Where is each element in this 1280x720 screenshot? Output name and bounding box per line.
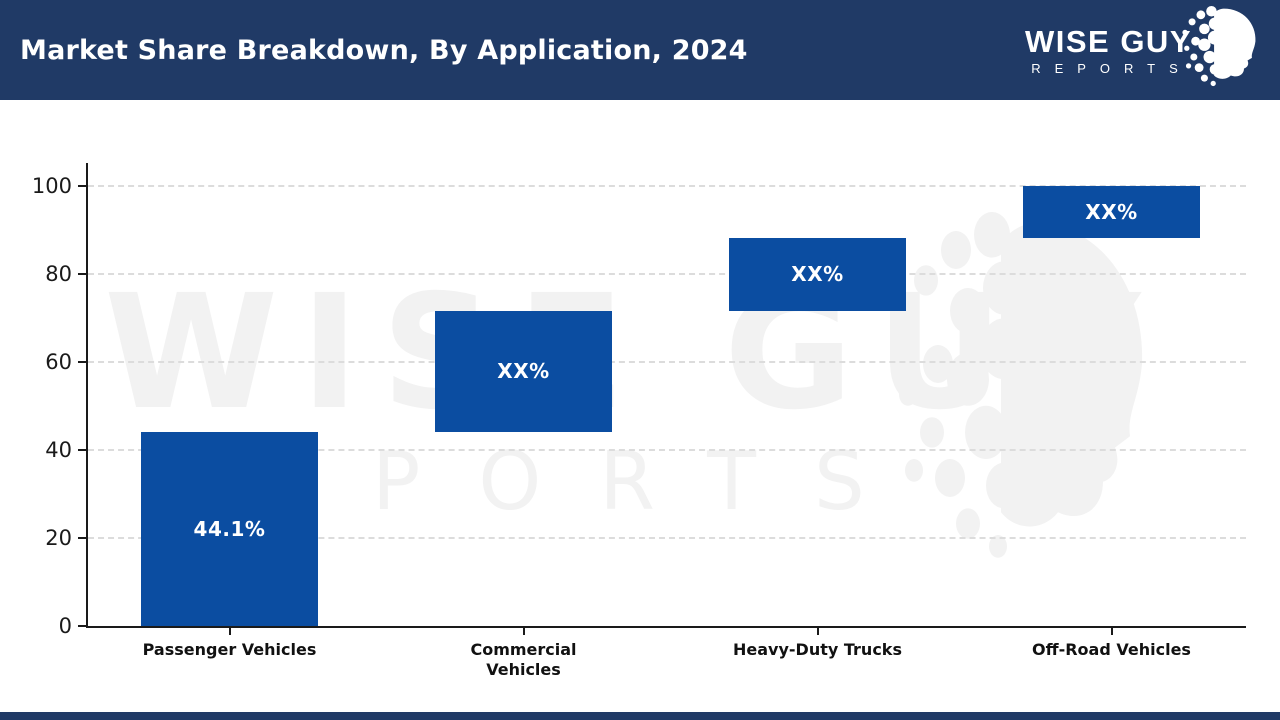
y-axis-line (86, 163, 88, 628)
gridline (88, 185, 1246, 187)
page-title: Market Share Breakdown, By Application, … (20, 34, 748, 66)
logo-wordmark: WISE GUY (1024, 23, 1192, 59)
y-tick-mark (78, 361, 86, 363)
header: Market Share Breakdown, By Application, … (0, 0, 1280, 100)
y-tick-label: 40 (45, 438, 72, 462)
gridline (88, 449, 1246, 451)
y-tick-label: 100 (31, 174, 72, 198)
bar-value-label: XX% (791, 262, 844, 287)
y-tick-mark (78, 537, 86, 539)
bar-value-label: XX% (1085, 199, 1138, 224)
gridline (88, 361, 1246, 363)
bar-segment: XX% (729, 237, 906, 311)
y-tick-label: 60 (45, 350, 72, 374)
bar-value-label: 44.1% (193, 516, 266, 541)
x-tick-mark (816, 628, 819, 635)
x-tick-mark (522, 628, 525, 635)
x-axis-line (86, 626, 1246, 628)
wise-guy-logo: WISE GUY REPORTS (1025, 6, 1280, 94)
x-category-label: Commercial Vehicles (470, 640, 577, 679)
gridline (88, 273, 1246, 275)
y-tick-label: 0 (58, 614, 72, 638)
x-category-label: Off-Road Vehicles (1032, 640, 1191, 659)
logo-subtext: REPORTS (1031, 60, 1192, 76)
y-tick-label: 20 (45, 526, 72, 550)
logo-head-icon (1182, 6, 1256, 87)
y-tick-mark (78, 185, 86, 187)
y-tick-mark (78, 625, 86, 627)
y-tick-mark (78, 449, 86, 451)
bar-segment: XX% (435, 310, 612, 432)
logo-text: WISE GUY REPORTS (1024, 23, 1192, 76)
y-tick-mark (78, 273, 86, 275)
y-tick-label: 80 (45, 262, 72, 286)
watermark-head-icon (893, 212, 1143, 558)
bar-segment: 44.1% (141, 431, 318, 626)
gridline (88, 537, 1246, 539)
bar-value-label: XX% (497, 359, 550, 384)
x-category-label: Passenger Vehicles (142, 640, 317, 659)
x-tick-mark (228, 628, 231, 635)
x-tick-mark (1110, 628, 1113, 635)
x-category-label: Heavy-Duty Trucks (733, 640, 902, 659)
footer-bar (0, 712, 1280, 720)
bar-segment: XX% (1023, 186, 1200, 238)
